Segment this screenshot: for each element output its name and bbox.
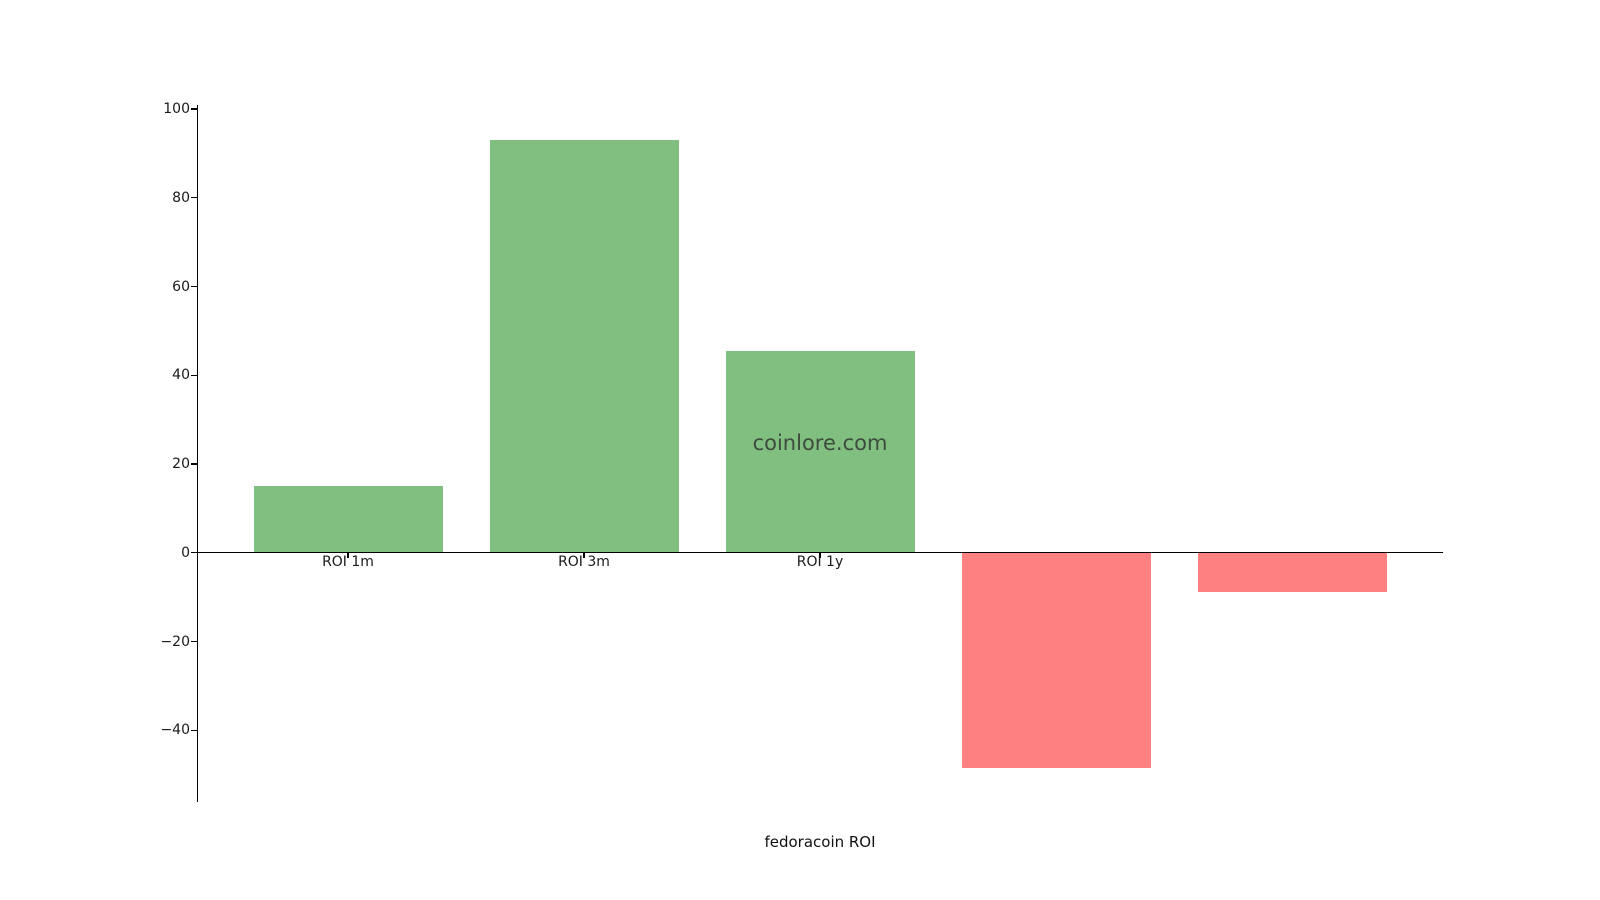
y-tick-mark: [191, 552, 197, 554]
y-tick-mark: [191, 108, 197, 110]
y-tick-label: 20: [172, 456, 190, 473]
bar-roi-3m: [489, 140, 679, 553]
y-tick-mark: [191, 374, 197, 376]
y-tick-mark: [191, 197, 197, 199]
y-tick-label: 80: [172, 189, 190, 206]
y-tick-label: 0: [181, 544, 190, 561]
x-tick-label: ROI 1m: [322, 553, 374, 570]
y-tick-mark: [191, 640, 197, 643]
y-tick-label: 60: [172, 278, 190, 295]
bar-unlabeled-3: [961, 552, 1151, 769]
x-tick-label: ROI 3m: [558, 553, 610, 570]
bar-roi-1m: [253, 486, 443, 553]
y-tick-mark: [191, 463, 197, 465]
x-tick-mark: [583, 553, 585, 559]
y-tick-mark: [191, 729, 197, 731]
bar-unlabeled-4: [1197, 552, 1387, 592]
x-tick-mark: [819, 553, 821, 559]
y-tick-label: −20: [160, 633, 190, 650]
x-tick-mark: [347, 553, 349, 559]
watermark-text: coinlore.com: [752, 431, 888, 455]
x-axis-line: [196, 552, 1443, 554]
y-tick-label: 40: [172, 367, 190, 384]
y-axis-spine: [196, 105, 198, 802]
x-axis-title: fedoracoin ROI: [764, 833, 876, 851]
x-tick-label: ROI 1y: [796, 553, 844, 570]
y-tick-label: 100: [163, 101, 190, 118]
y-tick-label: −40: [160, 722, 190, 739]
bar-roi-1y: [725, 350, 915, 553]
y-tick-mark: [191, 285, 197, 288]
